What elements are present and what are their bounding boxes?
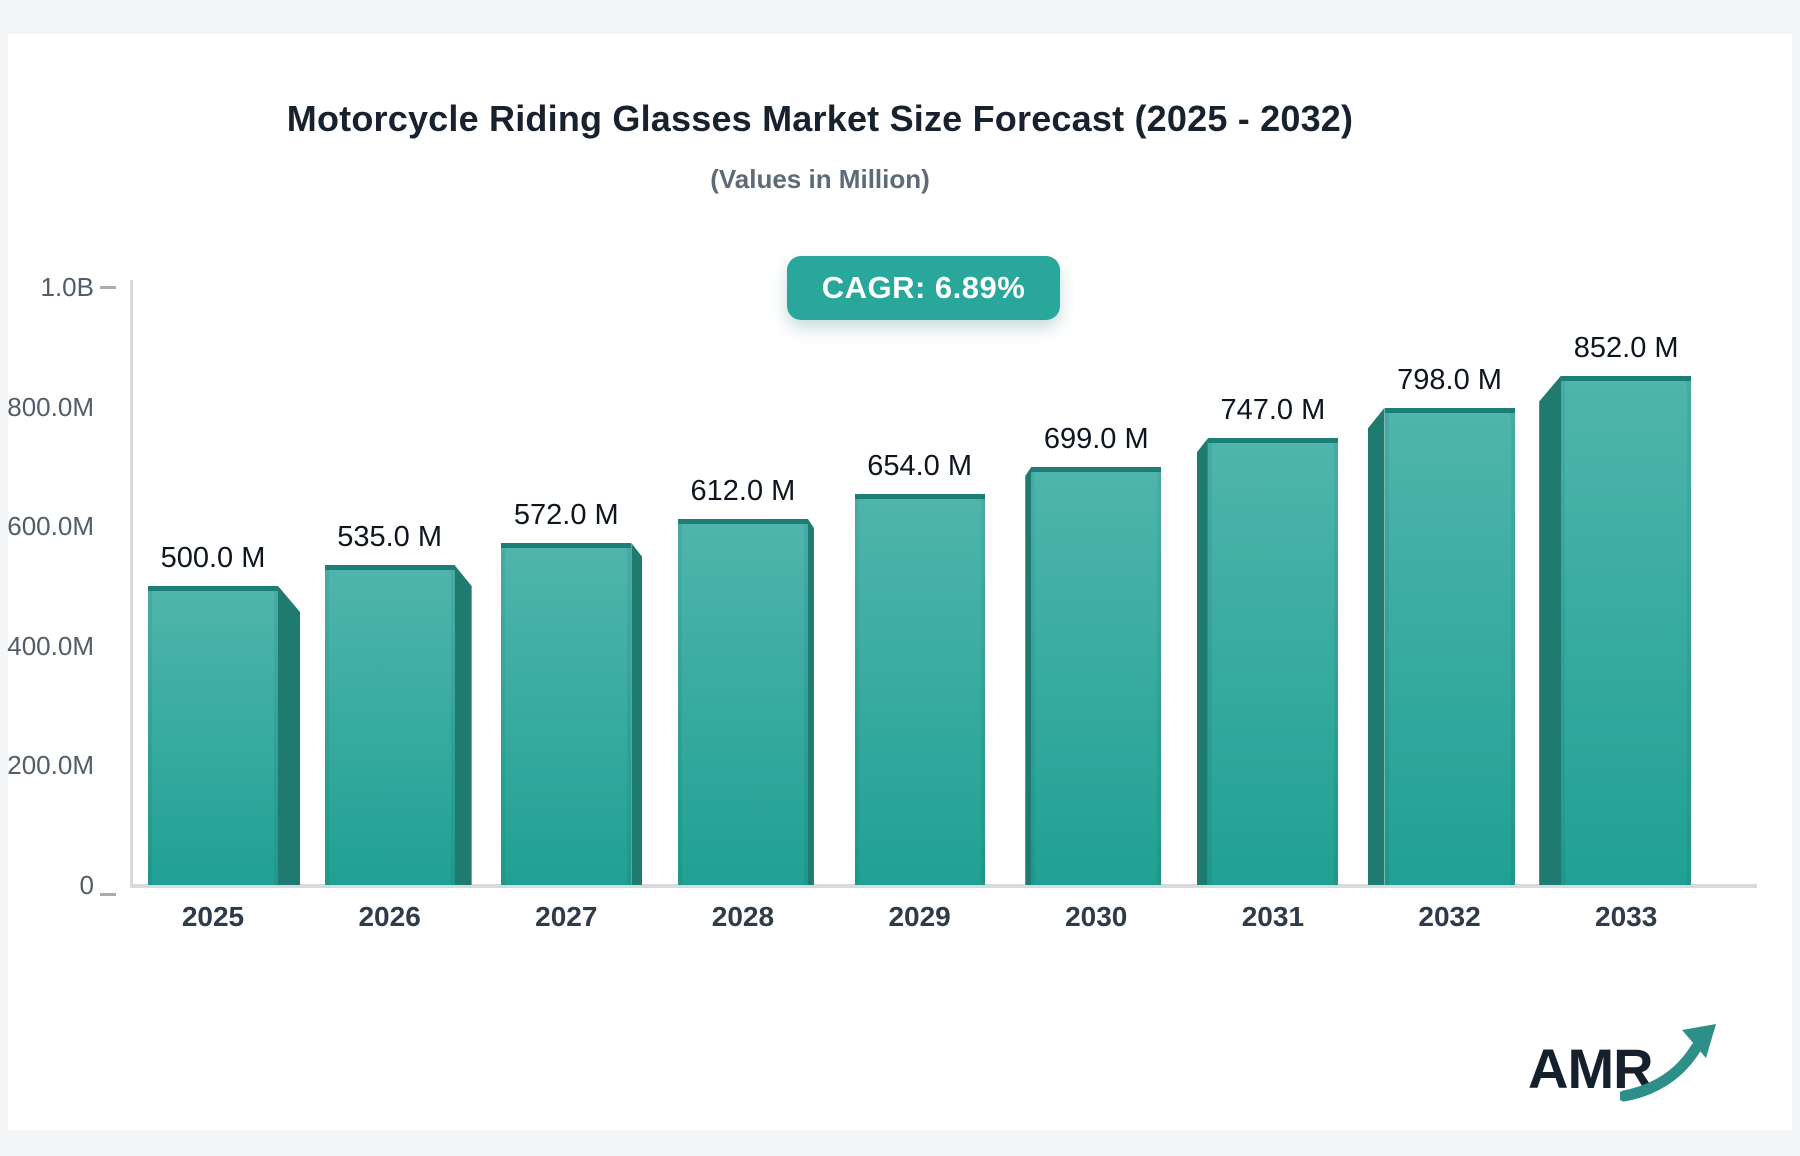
x-axis-tick-label: 2033 bbox=[1595, 901, 1658, 932]
y-axis-tick-label: 600.0M bbox=[7, 511, 94, 542]
bar-3d-side-2026 bbox=[454, 565, 472, 885]
bar-value-label: 852.0 M bbox=[1573, 331, 1679, 364]
x-axis-tick-label: 2025 bbox=[181, 901, 245, 932]
bar-value-label: 699.0 M bbox=[1043, 422, 1149, 455]
bar-3d-side-2032 bbox=[1367, 407, 1385, 885]
y-axis-tick-label: 400.0M bbox=[7, 630, 94, 661]
y-axis-tick-label: 800.0M bbox=[7, 391, 94, 422]
bar-3d-side-2033 bbox=[1539, 375, 1562, 885]
bar-2026 bbox=[324, 565, 455, 885]
y-axis-tick-label: 1.0B bbox=[40, 272, 95, 302]
bar-3d-side-2030 bbox=[1025, 466, 1032, 885]
bar-value-label: 612.0 M bbox=[690, 475, 796, 508]
x-axis-tick-label: 2028 bbox=[711, 901, 775, 932]
bar-2028 bbox=[677, 519, 808, 885]
x-axis-tick-label: 2030 bbox=[1065, 901, 1128, 932]
chart-subtitle: (Values in Million) bbox=[710, 164, 930, 194]
bar-3d-side-2027 bbox=[631, 542, 643, 885]
bar-3d-side-2025 bbox=[278, 586, 300, 885]
bar-value-label: 500.0 M bbox=[160, 542, 266, 574]
x-axis-tick-label: 2027 bbox=[535, 901, 598, 932]
bar-value-label: 654.0 M bbox=[867, 449, 972, 482]
growth-arrow-icon bbox=[1620, 1024, 1716, 1102]
bar-2032 bbox=[1384, 407, 1515, 885]
bar-2030 bbox=[1031, 466, 1162, 885]
chart-title: Motorcycle Riding Glasses Market Size Fo… bbox=[286, 98, 1354, 139]
y-axis-line bbox=[130, 280, 133, 888]
x-axis-line bbox=[130, 884, 1757, 888]
bar-value-label: 572.0 M bbox=[513, 498, 619, 531]
x-axis-tick-label: 2029 bbox=[888, 901, 951, 932]
bar-2025 bbox=[148, 586, 278, 885]
bar-value-label: 798.0 M bbox=[1397, 363, 1502, 396]
y-axis-tick-label: 0 bbox=[79, 870, 94, 900]
bar-value-label: 747.0 M bbox=[1220, 394, 1326, 427]
bar-value-label: 535.0 M bbox=[337, 521, 443, 554]
cagr-badge-label: CAGR: 6.89% bbox=[821, 270, 1026, 305]
y-axis-tick-mark bbox=[100, 893, 116, 896]
amr-logo: AMR bbox=[1528, 1024, 1718, 1126]
bar-2031 bbox=[1207, 438, 1338, 885]
bar-2033 bbox=[1561, 375, 1692, 885]
y-axis-tick-label: 200.0M bbox=[7, 750, 94, 781]
bar-3d-side-2028 bbox=[807, 519, 814, 885]
bar-3d-side-2031 bbox=[1196, 438, 1208, 885]
bar-2027 bbox=[501, 542, 632, 885]
x-axis-tick-label: 2026 bbox=[358, 901, 421, 932]
x-axis-tick-label: 2032 bbox=[1418, 901, 1481, 932]
cagr-badge: CAGR: 6.89% bbox=[787, 256, 1060, 320]
x-axis-tick-label: 2031 bbox=[1241, 901, 1305, 932]
bar-2029 bbox=[854, 493, 985, 885]
y-axis-tick-mark bbox=[100, 286, 116, 289]
